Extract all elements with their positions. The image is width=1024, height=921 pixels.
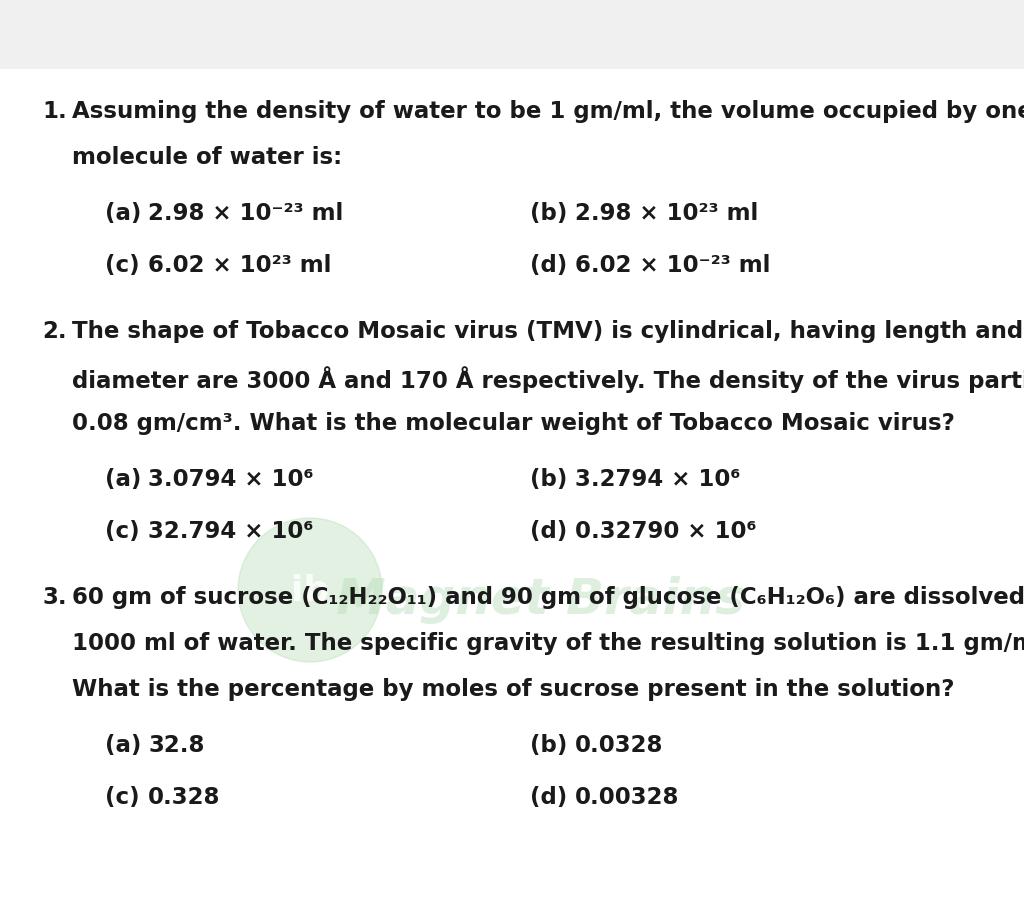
Text: The shape of Tobacco Mosaic virus (TMV) is cylindrical, having length and: The shape of Tobacco Mosaic virus (TMV) … (72, 320, 1023, 343)
Text: 6.02 × 10⁻²³ ml: 6.02 × 10⁻²³ ml (575, 254, 770, 277)
Text: 6.02 × 10²³ ml: 6.02 × 10²³ ml (148, 254, 332, 277)
Text: (a): (a) (105, 202, 141, 225)
Text: 1000 ml of water. The specific gravity of the resulting solution is 1.1 gm/ml.: 1000 ml of water. The specific gravity o… (72, 632, 1024, 655)
Text: (c): (c) (105, 520, 139, 543)
Text: (a): (a) (105, 468, 141, 491)
Text: 0.328: 0.328 (148, 786, 220, 809)
Text: 32.8: 32.8 (148, 734, 205, 757)
Text: 60 gm of sucrose (C₁₂H₂₂O₁₁) and 90 gm of glucose (C₆H₁₂O₆) are dissolved in: 60 gm of sucrose (C₁₂H₂₂O₁₁) and 90 gm o… (72, 586, 1024, 609)
Text: Magnet Brains: Magnet Brains (336, 576, 744, 624)
FancyBboxPatch shape (0, 0, 1024, 69)
Text: 2.: 2. (42, 320, 67, 343)
Text: 0.00328: 0.00328 (575, 786, 679, 809)
Text: 0.0328: 0.0328 (575, 734, 664, 757)
Text: Assuming the density of water to be 1 gm/ml, the volume occupied by one: Assuming the density of water to be 1 gm… (72, 100, 1024, 123)
Text: ib: ib (291, 573, 329, 607)
Text: (b): (b) (530, 734, 567, 757)
Text: 2.98 × 10²³ ml: 2.98 × 10²³ ml (575, 202, 758, 225)
Text: 0.32790 × 10⁶: 0.32790 × 10⁶ (575, 520, 757, 543)
Text: 3.: 3. (42, 586, 67, 609)
Text: 2.98 × 10⁻²³ ml: 2.98 × 10⁻²³ ml (148, 202, 343, 225)
Circle shape (238, 518, 382, 662)
Text: (c): (c) (105, 254, 139, 277)
Text: 1.: 1. (42, 100, 67, 123)
Text: (b): (b) (530, 468, 567, 491)
Text: 0.08 gm/cm³. What is the molecular weight of Tobacco Mosaic virus?: 0.08 gm/cm³. What is the molecular weigh… (72, 412, 954, 435)
Text: diameter are 3000 Å and 170 Å respectively. The density of the virus particle is: diameter are 3000 Å and 170 Å respective… (72, 366, 1024, 393)
Text: 3.2794 × 10⁶: 3.2794 × 10⁶ (575, 468, 740, 491)
Text: 32.794 × 10⁶: 32.794 × 10⁶ (148, 520, 313, 543)
Text: (d): (d) (530, 254, 567, 277)
Text: (c): (c) (105, 786, 139, 809)
Text: (d): (d) (530, 520, 567, 543)
Text: (a): (a) (105, 734, 141, 757)
Text: What is the percentage by moles of sucrose present in the solution?: What is the percentage by moles of sucro… (72, 678, 954, 701)
Text: molecule of water is:: molecule of water is: (72, 146, 342, 169)
Text: (b): (b) (530, 202, 567, 225)
Text: 3.0794 × 10⁶: 3.0794 × 10⁶ (148, 468, 313, 491)
Text: (d): (d) (530, 786, 567, 809)
